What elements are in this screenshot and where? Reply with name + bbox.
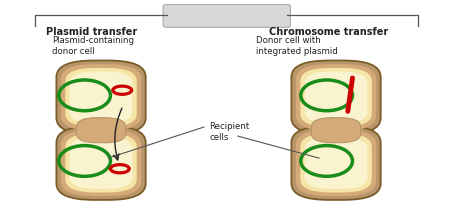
Text: Recipient
cells: Recipient cells	[209, 122, 250, 142]
Text: Donor cell with
integrated plasmid: Donor cell with integrated plasmid	[256, 36, 338, 56]
FancyBboxPatch shape	[70, 72, 133, 124]
FancyBboxPatch shape	[305, 72, 368, 124]
FancyBboxPatch shape	[163, 6, 290, 28]
Text: Chromosome transfer: Chromosome transfer	[269, 27, 389, 37]
FancyBboxPatch shape	[312, 118, 360, 143]
FancyBboxPatch shape	[65, 134, 137, 193]
FancyBboxPatch shape	[77, 118, 125, 143]
Text: Plasmid transfer: Plasmid transfer	[46, 27, 137, 37]
Text: Plasmid-containing
donor cell: Plasmid-containing donor cell	[52, 36, 133, 56]
FancyBboxPatch shape	[56, 61, 146, 135]
FancyBboxPatch shape	[65, 69, 137, 127]
FancyBboxPatch shape	[70, 137, 133, 189]
FancyBboxPatch shape	[305, 137, 368, 189]
FancyBboxPatch shape	[296, 130, 376, 196]
FancyBboxPatch shape	[300, 134, 372, 193]
FancyBboxPatch shape	[300, 69, 372, 127]
FancyBboxPatch shape	[56, 126, 146, 200]
FancyBboxPatch shape	[61, 130, 141, 196]
FancyBboxPatch shape	[296, 65, 376, 131]
FancyBboxPatch shape	[291, 126, 381, 200]
FancyBboxPatch shape	[61, 65, 141, 131]
FancyBboxPatch shape	[291, 61, 381, 135]
